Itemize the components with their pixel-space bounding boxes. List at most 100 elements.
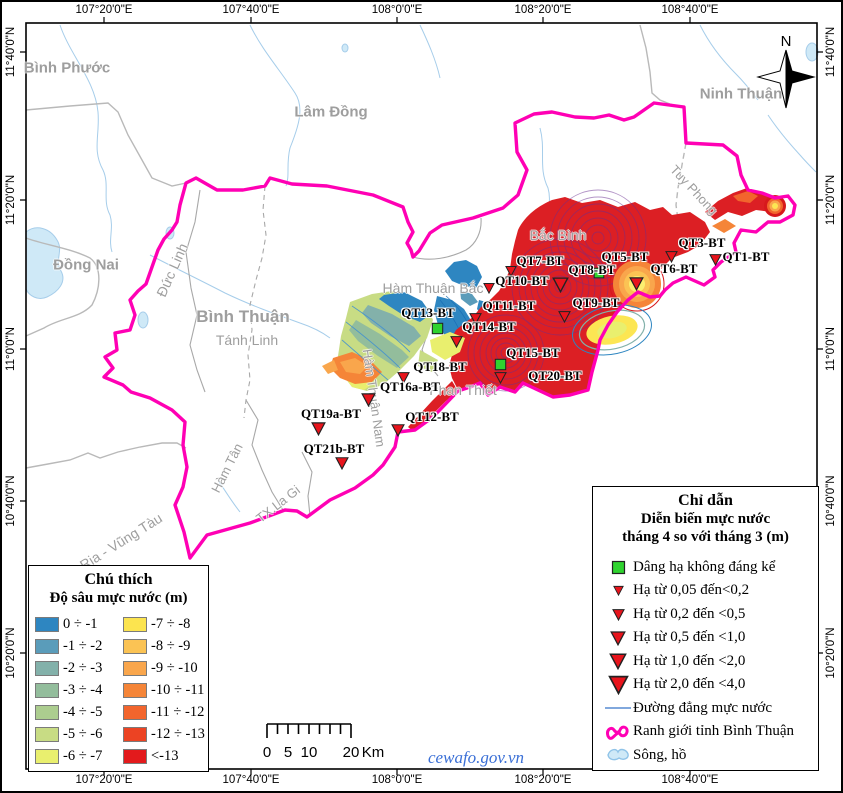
legend-change-item-3: Hạ từ 0,5 đến <1,0 (603, 626, 745, 650)
station-label-QT20-BT: QT20-BT (528, 368, 582, 383)
region-label-3: Đồng Nai (53, 256, 119, 274)
scale-unit: Km (361, 744, 385, 761)
region-label-9: Tuy Phong (667, 162, 721, 218)
province-boundary-icon (603, 722, 633, 742)
scale-bar-ticks-icon (266, 723, 352, 738)
depth-swatch-icon (35, 616, 59, 632)
station-marker-QT12-BT (391, 423, 405, 438)
legend-depth-item-label: -6 ÷ -7 (63, 747, 103, 764)
region-label-12: TX.La Gi (253, 482, 303, 526)
region-label-0: Bình Phước (23, 59, 111, 77)
depth-swatch-icon (123, 748, 147, 764)
axis-label-lat-left-1: 11°20'0"N (5, 174, 17, 226)
legend-depth-subtitle: Độ sâu mực nước (m) (49, 590, 188, 607)
axis-label-lon-bottom-3: 108°20'0"E (514, 774, 572, 786)
legend-depth-item-0: 0 ÷ -1 (35, 613, 98, 635)
legend-depth-item-label: -11 ÷ -12 (151, 703, 205, 720)
region-label-6: Đức Linh (153, 240, 191, 300)
axis-label-lat-right-1: 11°20'0"N (825, 174, 837, 226)
axis-label-lon-top-1: 107°40'0"E (222, 4, 280, 16)
depth-swatch-icon (35, 638, 59, 654)
legend-depth-item-1: -1 ÷ -2 (35, 635, 102, 657)
legend-change-item-label: Sông, hồ (633, 746, 687, 763)
red-triangle-icon (628, 276, 644, 291)
legend-depth-item-7: -7 ÷ -8 (123, 613, 190, 635)
legend-change-item-label: Ranh giới tỉnh Bình Thuận (633, 723, 794, 739)
scale-bar: 0 5 10 20 Km (255, 720, 395, 761)
legend-change-item-label: Hạ từ 1,0 đến <2,0 (633, 652, 746, 669)
legend-depth-item-label: -1 ÷ -2 (63, 637, 103, 654)
red-triangle-icon (708, 253, 722, 266)
red-triangle-icon (483, 283, 495, 295)
legend-depth-item-label: <-13 (151, 747, 179, 764)
green-square-icon (603, 560, 633, 575)
station-label-QT12-BT: QT12-BT (405, 409, 459, 424)
north-arrow: N (752, 28, 822, 113)
legend-depth-item-label: -8 ÷ -9 (151, 637, 191, 654)
scale-label-5: 5 (283, 744, 293, 761)
red-triangle-icon (360, 392, 376, 407)
station-label-QT10-BT: QT10-BT (495, 273, 549, 288)
depth-swatch-icon (123, 616, 147, 632)
region-label-8: Bắc Bình (529, 227, 587, 243)
station-label-QT1-BT: QT1-BT (722, 249, 770, 264)
legend-change-item-8: Sông, hồ (603, 743, 686, 767)
green-square-icon (431, 322, 443, 334)
axis-label-lat-right-3: 10°40'0"N (825, 475, 837, 527)
station-marker-QT1-BT (708, 253, 722, 266)
red-triangle-icon (449, 335, 463, 348)
axis-label-lon-top-2: 108°0'0"E (371, 4, 423, 16)
axis-label-lon-top-0: 107°20'0"E (75, 4, 133, 16)
legend-change-item-0: Dâng hạ không đáng kể (603, 555, 775, 579)
legend-depth-item-label: -10 ÷ -11 (151, 681, 205, 698)
legend-depth: Chú thích Độ sâu mực nước (m) 0 ÷ -1 -1 ÷… (28, 565, 209, 772)
water-body-icon (603, 746, 633, 764)
red-triangle-icon (310, 421, 326, 436)
green-square-icon (494, 358, 506, 370)
legend-depth-item-8: -8 ÷ -9 (123, 635, 190, 657)
axis-label-lat-right-2: 11°0'0"N (825, 327, 837, 371)
bullseye-east (764, 195, 786, 217)
depth-swatch-icon (123, 704, 147, 720)
legend-depth-item-3: -3 ÷ -4 (35, 679, 102, 701)
station-marker-QT19a-BT (310, 421, 326, 436)
axis-label-lat-left-0: 11°40'0"N (5, 26, 17, 78)
legend-depth-item-label: -4 ÷ -5 (63, 703, 103, 720)
axis-label-lat-left-3: 10°40'0"N (5, 475, 17, 527)
legend-depth-item-12: -12 ÷ -13 (123, 723, 205, 745)
station-label-QT14-BT: QT14-BT (462, 319, 516, 334)
axis-label-lat-left-4: 10°20'0"N (5, 627, 17, 679)
legend-change-item-label: Hạ từ 0,2 đến <0,5 (633, 605, 746, 622)
station-marker-QT9-BT (557, 310, 571, 323)
legend-change-item-5: Hạ từ 2,0 đến <4,0 (603, 673, 745, 697)
depth-swatch-icon (35, 682, 59, 698)
legend-depth-item-11: -11 ÷ -12 (123, 701, 204, 723)
legend-change-item-1: Hạ từ 0,05 đến<0,2 (603, 579, 749, 603)
legend-change-item-label: Đường đẳng mực nước (633, 699, 772, 716)
depth-swatch-icon (35, 748, 59, 764)
legend-change-subtitle-1: Diễn biến mực nước (640, 511, 771, 528)
scale-label-0: 0 (262, 744, 272, 761)
legend-change: Chỉ dẫn Diễn biến mực nước tháng 4 so vớ… (592, 486, 819, 771)
axis-label-lon-bottom-0: 107°20'0"E (75, 774, 133, 786)
legend-change-item-6: Đường đẳng mực nước (603, 696, 772, 720)
station-label-QT21b-BT: QT21b-BT (303, 441, 365, 456)
station-label-QT5-BT: QT5-BT (601, 249, 649, 264)
region-label-1: Lâm Đồng (294, 103, 368, 121)
red-triangle-icon (603, 585, 633, 596)
legend-depth-item-2: -2 ÷ -3 (35, 657, 102, 679)
axis-label-lon-top-3: 108°20'0"E (514, 4, 572, 16)
legend-depth-item-label: -12 ÷ -13 (151, 725, 205, 742)
red-triangle-icon (391, 424, 405, 438)
axis-label-lon-bottom-1: 107°40'0"E (222, 774, 280, 786)
legend-depth-item-5: -5 ÷ -6 (35, 723, 102, 745)
axis-label-lat-right-0: 11°40'0"N (825, 26, 837, 78)
axis-label-lon-top-4: 108°40'0"E (661, 4, 719, 16)
station-label-QT13-BT: QT13-BT (401, 305, 455, 320)
depth-swatch-icon (35, 726, 59, 742)
station-marker-QT20-BT (493, 371, 507, 384)
legend-depth-item-9: -9 ÷ -10 (123, 657, 198, 679)
legend-change-title: Chỉ dẫn (678, 492, 733, 509)
station-marker-QT6-BT (628, 276, 644, 291)
